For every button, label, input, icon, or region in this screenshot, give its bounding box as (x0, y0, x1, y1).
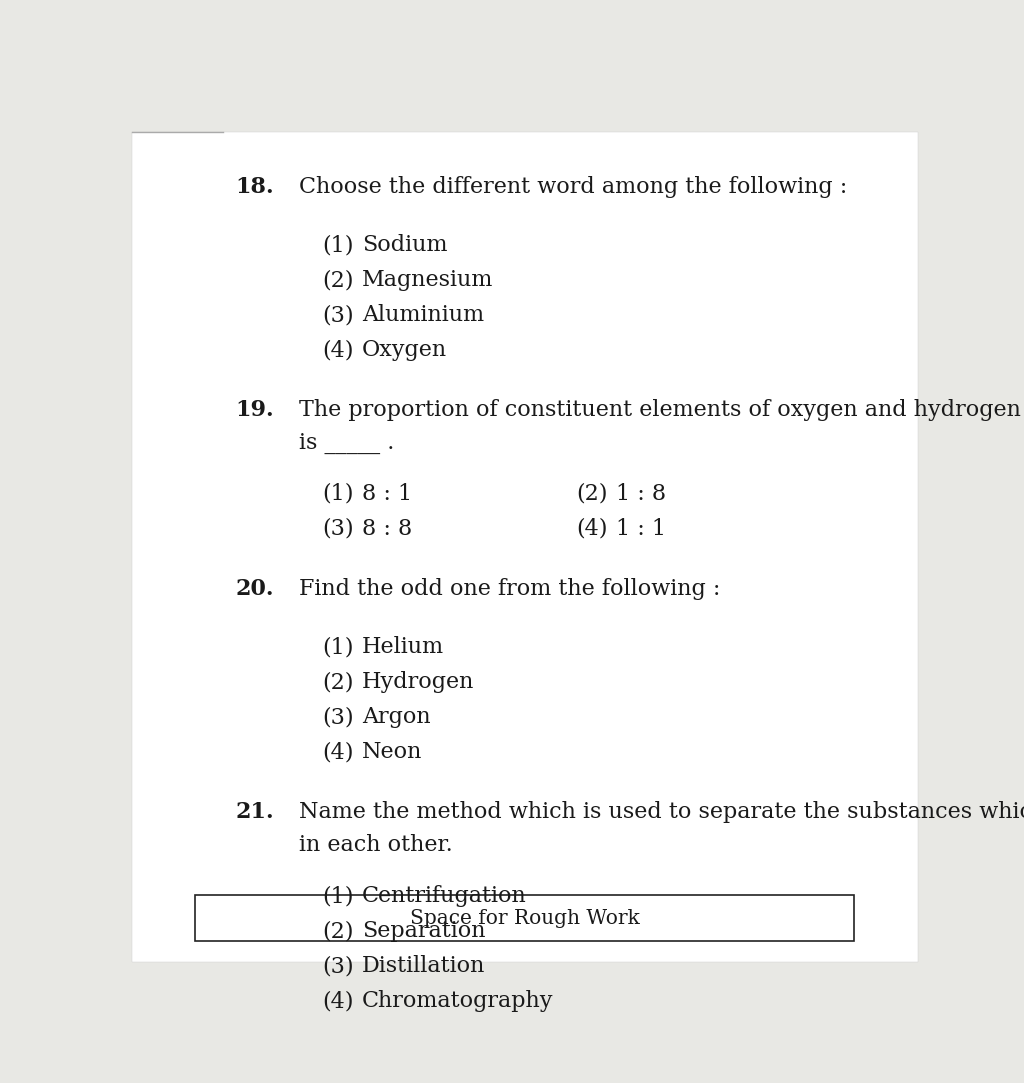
Text: (3): (3) (323, 518, 354, 540)
Text: (1): (1) (323, 483, 354, 505)
Text: (1): (1) (323, 637, 354, 658)
Text: is _____ .: is _____ . (299, 431, 394, 454)
Text: 20.: 20. (236, 578, 273, 600)
Text: (3): (3) (323, 304, 354, 326)
Text: Find the odd one from the following :: Find the odd one from the following : (299, 578, 720, 600)
Text: Centrifugation: Centrifugation (362, 885, 527, 908)
Text: Name the method which is used to separate the substances which are not miscible: Name the method which is used to separat… (299, 801, 1024, 823)
Text: (1): (1) (323, 885, 354, 908)
Text: Choose the different word among the following :: Choose the different word among the foll… (299, 175, 847, 198)
Text: (2): (2) (323, 921, 354, 942)
Text: in each other.: in each other. (299, 834, 453, 856)
Text: (3): (3) (323, 706, 354, 729)
Text: (1): (1) (323, 234, 354, 257)
Text: (4): (4) (577, 518, 608, 540)
Text: 1 : 1: 1 : 1 (616, 518, 666, 540)
Text: 21.: 21. (236, 801, 273, 823)
Text: Sodium: Sodium (362, 234, 447, 257)
Text: (2): (2) (323, 671, 354, 693)
Text: Neon: Neon (362, 742, 423, 764)
Text: Magnesium: Magnesium (362, 270, 494, 291)
Text: 19.: 19. (236, 400, 273, 421)
Text: 18.: 18. (236, 175, 273, 198)
FancyBboxPatch shape (196, 896, 854, 940)
Text: Helium: Helium (362, 637, 444, 658)
Text: Aluminium: Aluminium (362, 304, 484, 326)
Text: Separation: Separation (362, 921, 485, 942)
Text: 8 : 8: 8 : 8 (362, 518, 413, 540)
Text: Space for Rough Work: Space for Rough Work (410, 909, 640, 927)
Text: Argon: Argon (362, 706, 431, 729)
Text: (4): (4) (323, 339, 354, 362)
Text: (3): (3) (323, 955, 354, 977)
Text: 8 : 1: 8 : 1 (362, 483, 413, 505)
Text: (4): (4) (323, 742, 354, 764)
Text: Hydrogen: Hydrogen (362, 671, 474, 693)
Text: 1 : 8: 1 : 8 (616, 483, 667, 505)
Text: Oxygen: Oxygen (362, 339, 447, 362)
Text: (4): (4) (323, 990, 354, 1013)
Text: The proportion of constituent elements of oxygen and hydrogen by weight in water: The proportion of constituent elements o… (299, 400, 1024, 421)
FancyBboxPatch shape (132, 132, 918, 962)
Text: (2): (2) (323, 270, 354, 291)
Text: (2): (2) (577, 483, 608, 505)
Text: Chromatography: Chromatography (362, 990, 554, 1013)
Text: Distillation: Distillation (362, 955, 485, 977)
